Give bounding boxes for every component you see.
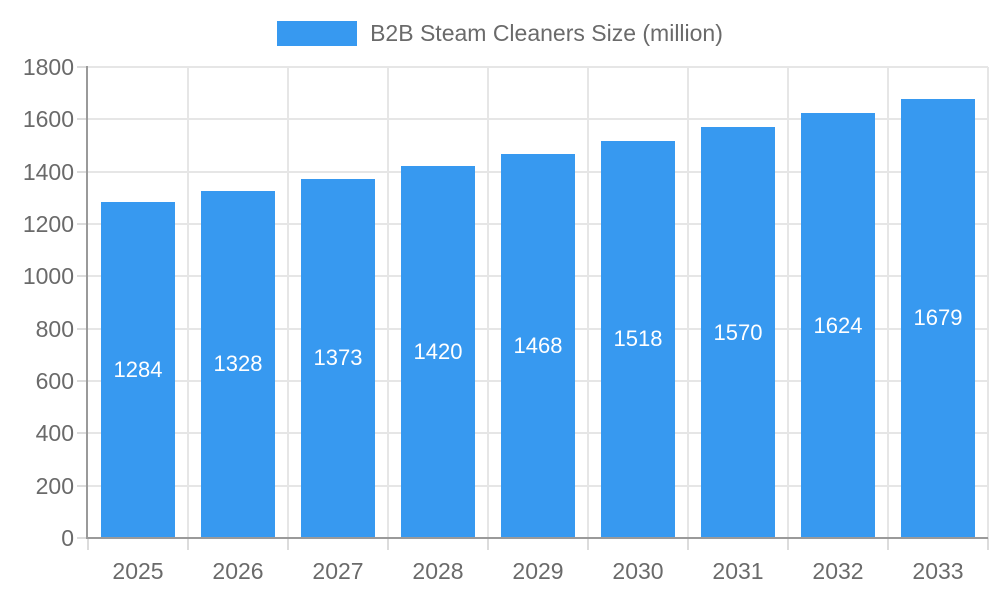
bar[interactable]: 1518 — [601, 140, 675, 538]
y-axis-tick — [77, 170, 88, 173]
gridline-horizontal — [88, 118, 988, 121]
y-axis-tick — [77, 484, 88, 487]
bar-value-label: 1373 — [313, 345, 363, 371]
x-axis-tick — [887, 538, 889, 550]
bar[interactable]: 1679 — [901, 98, 975, 538]
y-axis-tick — [77, 118, 88, 121]
y-axis-tick — [77, 327, 88, 330]
x-axis-line — [86, 537, 988, 539]
x-axis-label: 2030 — [612, 558, 664, 584]
y-axis-label: 200 — [35, 472, 74, 499]
gridline-vertical — [787, 67, 789, 538]
x-axis-tick — [87, 538, 89, 550]
x-axis-tick — [787, 538, 789, 550]
gridline-vertical — [587, 67, 589, 538]
x-axis-tick — [187, 538, 189, 550]
gridline-horizontal — [88, 66, 988, 68]
x-axis-label: 2031 — [712, 558, 764, 584]
x-axis-label: 2028 — [412, 558, 464, 584]
bar[interactable]: 1468 — [501, 153, 575, 538]
legend-label[interactable]: B2B Steam Cleaners Size (million) — [370, 19, 723, 46]
x-axis-label: 2026 — [212, 558, 264, 584]
gridline-vertical — [987, 67, 989, 538]
x-axis-tick — [587, 538, 589, 550]
y-axis-label: 600 — [35, 368, 74, 394]
y-axis-label: 1200 — [22, 211, 74, 237]
bar-value-label: 1468 — [513, 332, 563, 358]
bar[interactable]: 1328 — [201, 190, 275, 538]
x-axis-tick — [487, 538, 489, 550]
bar-value-label: 1570 — [713, 319, 763, 345]
y-axis-label: 1800 — [22, 54, 74, 80]
y-axis-label: 0 — [61, 525, 74, 551]
y-axis-label: 1400 — [22, 158, 74, 185]
x-axis-label: 2027 — [312, 558, 364, 584]
y-axis-tick — [77, 223, 88, 225]
bar[interactable]: 1420 — [401, 166, 475, 538]
bar[interactable]: 1373 — [301, 178, 375, 538]
y-axis-tick — [77, 275, 88, 278]
gridline-vertical — [687, 67, 689, 538]
gridline-vertical — [887, 67, 889, 538]
legend-swatch[interactable] — [277, 20, 358, 46]
y-axis-tick — [77, 380, 88, 382]
x-axis-tick — [287, 538, 289, 550]
y-axis-tick — [77, 66, 88, 68]
y-axis-label: 400 — [35, 420, 74, 447]
bar-value-label: 1679 — [913, 305, 963, 331]
x-axis-tick — [987, 538, 989, 550]
bar-value-label: 1284 — [113, 357, 163, 382]
x-axis-label: 2025 — [112, 558, 164, 584]
gridline-vertical — [387, 67, 389, 538]
y-axis-tick — [77, 537, 88, 539]
gridline-vertical — [187, 67, 189, 538]
y-axis-line — [86, 66, 88, 538]
bar[interactable]: 1624 — [801, 113, 875, 538]
y-axis-label: 1000 — [22, 263, 74, 290]
bar-value-label: 1518 — [613, 326, 663, 352]
x-axis-label: 2033 — [912, 558, 964, 584]
x-axis-label: 2032 — [812, 558, 864, 584]
x-axis-label: 2029 — [512, 558, 564, 584]
gridline-vertical — [287, 67, 289, 538]
x-axis-tick — [387, 538, 389, 550]
y-axis-label: 800 — [35, 315, 74, 342]
y-axis-tick — [77, 432, 88, 435]
gridline-vertical — [487, 67, 489, 538]
bar-value-label: 1624 — [813, 312, 863, 338]
bar[interactable]: 1570 — [701, 127, 775, 538]
bar-value-label: 1328 — [213, 351, 263, 377]
bar-value-label: 1420 — [413, 339, 463, 365]
y-axis-label: 1600 — [22, 106, 74, 133]
legend[interactable]: B2B Steam Cleaners Size (million) — [0, 14, 1000, 52]
bar[interactable]: 1284 — [101, 202, 175, 538]
x-axis-tick — [687, 538, 689, 550]
